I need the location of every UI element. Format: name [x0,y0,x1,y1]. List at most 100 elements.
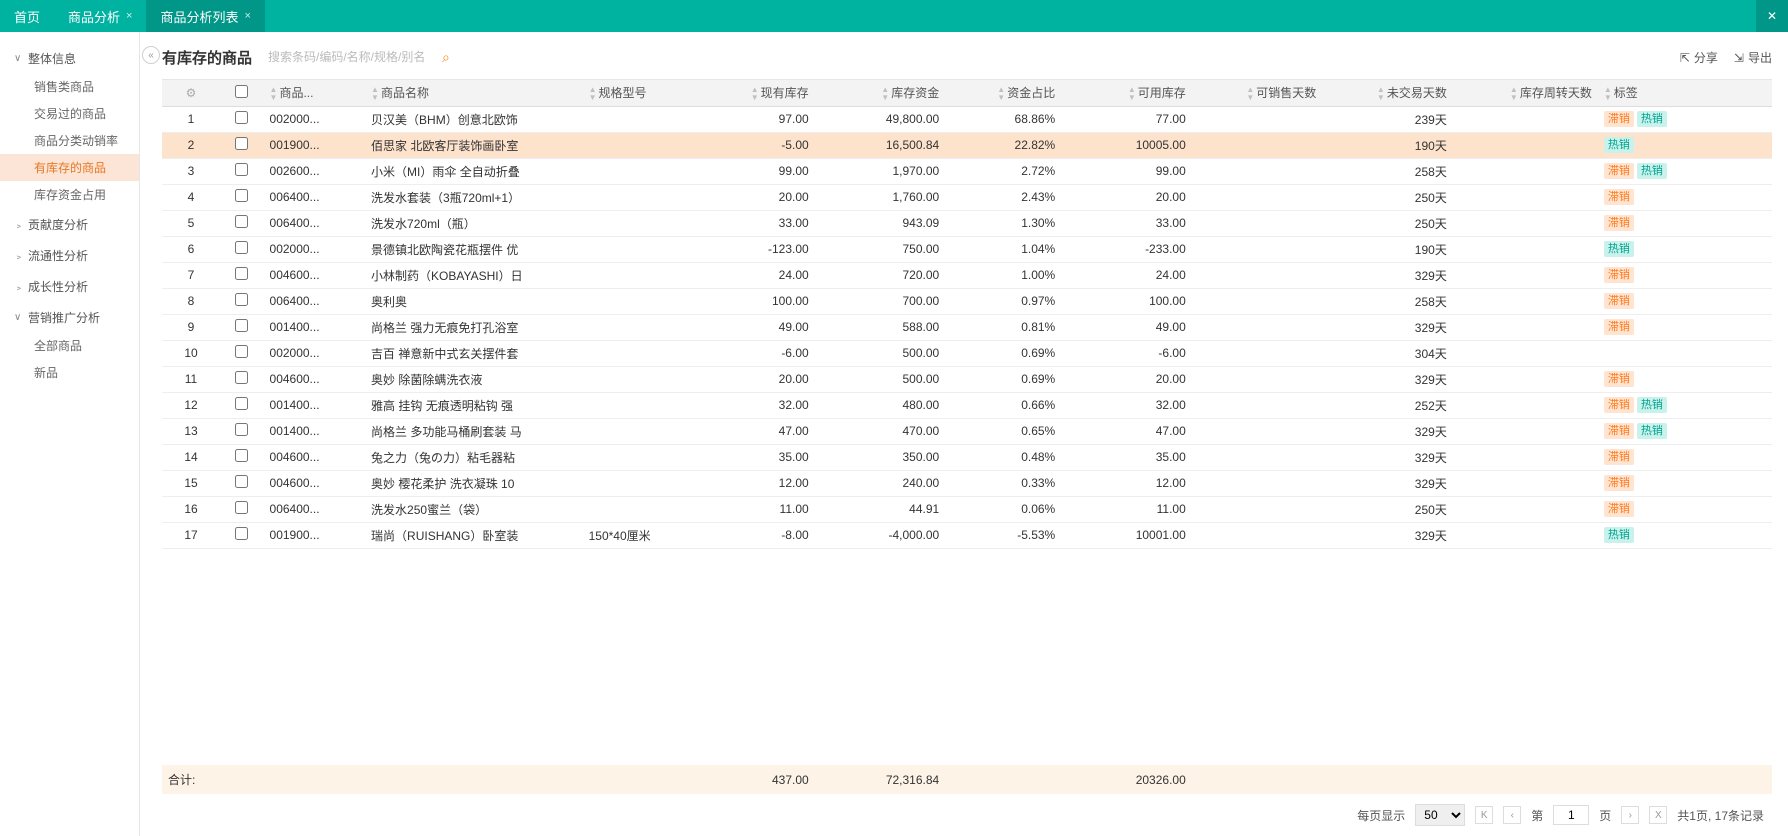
table-row[interactable]: 6002000...景德镇北欧陶瓷花瓶摆件 优-123.00750.001.04… [162,236,1772,262]
table-row[interactable]: 15004600...奥妙 樱花柔护 洗衣凝珠 1012.00240.000.3… [162,470,1772,496]
row-checkbox[interactable] [235,501,248,514]
cell-saleDays [1192,496,1323,522]
sidebar-item-0-4[interactable]: 库存资金占用 [0,181,139,208]
row-checkbox[interactable] [235,527,248,540]
table-row[interactable]: 17001900...瑞尚（RUISHANG）卧室装150*40厘米-8.00-… [162,522,1772,548]
sidebar-item-4-0[interactable]: 全部商品 [0,332,139,359]
table-row[interactable]: 12001400...雅高 挂钩 无痕透明粘钩 强32.00480.000.66… [162,392,1772,418]
column-header-code[interactable]: 商品... [264,80,366,106]
row-checkbox[interactable] [235,293,248,306]
column-header-saleDays[interactable]: 可销售天数 [1192,80,1323,106]
sidebar-group-3[interactable]: ﹥成长性分析 [0,272,139,301]
gear-icon[interactable]: ⚙ [186,86,197,100]
cell-stock: 12.00 [699,470,815,496]
per-page-select[interactable]: 50 [1415,804,1465,826]
row-checkbox[interactable] [235,241,248,254]
share-button[interactable]: ⇱ 分享 [1680,49,1718,66]
table-row[interactable]: 11004600...奥妙 除菌除螨洗衣液20.00500.000.69%20.… [162,366,1772,392]
tab-2[interactable]: 商品分析列表× [146,0,264,32]
cell-avail: 32.00 [1061,392,1192,418]
row-checkbox[interactable] [235,189,248,202]
table-row[interactable]: 3002600...小米（MI）雨伞 全自动折叠99.001,970.002.7… [162,158,1772,184]
row-checkbox[interactable] [235,449,248,462]
sort-icon [1510,86,1518,102]
row-checkbox[interactable] [235,345,248,358]
search-icon[interactable]: ⌕ [442,49,450,66]
cell-turnDays [1453,158,1598,184]
cell-stock: 100.00 [699,288,815,314]
close-icon[interactable]: × [244,10,250,22]
row-checkbox[interactable] [235,423,248,436]
page-word-prefix: 第 [1531,807,1543,824]
row-number: 12 [162,392,220,418]
row-checkbox[interactable] [235,319,248,332]
cell-fund: 240.00 [815,470,946,496]
sidebar-item-0-0[interactable]: 销售类商品 [0,73,139,100]
sidebar-group-1[interactable]: ﹥贡献度分析 [0,210,139,239]
row-checkbox[interactable] [235,111,248,124]
table-row[interactable]: 16006400...洗发水250蜜兰（袋）11.0044.910.06%11.… [162,496,1772,522]
column-header-noTrade[interactable]: 未交易天数 [1322,80,1453,106]
next-page-button[interactable]: › [1621,806,1639,824]
tab-1[interactable]: 商品分析× [54,0,146,32]
collapse-sidebar-button[interactable]: « [142,46,160,64]
table-row[interactable]: 8006400...奥利奥100.00700.000.97%100.00258天… [162,288,1772,314]
row-checkbox[interactable] [235,397,248,410]
cell-avail: 11.00 [1061,496,1192,522]
column-header-pct[interactable]: 资金占比 [945,80,1061,106]
cell-saleDays [1192,444,1323,470]
column-label: 未交易天数 [1387,86,1447,100]
column-header-avail[interactable]: 可用库存 [1061,80,1192,106]
search-input[interactable] [266,46,436,69]
prev-page-button[interactable]: ‹ [1503,806,1521,824]
sidebar-item-0-3[interactable]: 有库存的商品 [0,154,139,181]
column-header-stock[interactable]: 现有库存 [699,80,815,106]
sidebar-item-4-1[interactable]: 新品 [0,359,139,386]
table-row[interactable]: 2001900...佰思家 北欧客厅装饰画卧室-5.0016,500.8422.… [162,132,1772,158]
column-header-fund[interactable]: 库存资金 [815,80,946,106]
cell-pct: 0.66% [945,392,1061,418]
cell-fund: 49,800.00 [815,106,946,132]
export-button[interactable]: ⇲ 导出 [1734,49,1772,66]
last-page-button[interactable]: X [1649,806,1667,824]
row-checkbox[interactable] [235,137,248,150]
table-row[interactable]: 13001400...尚格兰 多功能马桶刷套装 马47.00470.000.65… [162,418,1772,444]
column-header-spec[interactable]: 规格型号 [583,80,699,106]
first-page-button[interactable]: K [1475,806,1493,824]
cell-name: 瑞尚（RUISHANG）卧室装 [365,522,583,548]
column-header-turnDays[interactable]: 库存周转天数 [1453,80,1598,106]
table-row[interactable]: 9001400...尚格兰 强力无痕免打孔浴室49.00588.000.81%4… [162,314,1772,340]
cell-spec [583,236,699,262]
sidebar-group-0[interactable]: ∨整体信息 [0,44,139,73]
column-header-tags[interactable]: 标签 [1598,80,1772,106]
row-checkbox[interactable] [235,215,248,228]
close-all-tabs[interactable]: ✕ [1756,0,1788,32]
table-row[interactable]: 7004600...小林制药（KOBAYASHI）日24.00720.001.0… [162,262,1772,288]
table-row[interactable]: 1002000...贝汉美（BHM）创意北欧饰97.0049,800.0068.… [162,106,1772,132]
sidebar-group-4[interactable]: ∨营销推广分析 [0,303,139,332]
cell-noTrade: 258天 [1322,158,1453,184]
table-row[interactable]: 4006400...洗发水套装（3瓶720ml+1）20.001,760.002… [162,184,1772,210]
column-header-name[interactable]: 商品名称 [365,80,583,106]
table-row[interactable]: 5006400...洗发水720ml（瓶）33.00943.091.30%33.… [162,210,1772,236]
sidebar-item-0-1[interactable]: 交易过的商品 [0,100,139,127]
table-row[interactable]: 10002000...吉百 禅意新中式玄关摆件套-6.00500.000.69%… [162,340,1772,366]
row-checkbox[interactable] [235,163,248,176]
cell-spec [583,366,699,392]
page-input[interactable] [1553,805,1589,825]
cell-name: 小米（MI）雨伞 全自动折叠 [365,158,583,184]
row-number: 5 [162,210,220,236]
column-label: 商品名称 [381,86,429,100]
cell-avail: 20.00 [1061,366,1192,392]
row-checkbox[interactable] [235,475,248,488]
close-icon[interactable]: × [126,10,132,22]
tag-badge: 滞销 [1604,111,1634,127]
select-all-checkbox[interactable] [235,85,248,98]
row-checkbox[interactable] [235,267,248,280]
sidebar-group-2[interactable]: ﹥流通性分析 [0,241,139,270]
sidebar-item-0-2[interactable]: 商品分类动销率 [0,127,139,154]
tab-0[interactable]: 首页 [0,0,54,32]
table-row[interactable]: 14004600...兔之力（兔の力）粘毛器粘35.00350.000.48%3… [162,444,1772,470]
cell-fund: 720.00 [815,262,946,288]
row-checkbox[interactable] [235,371,248,384]
